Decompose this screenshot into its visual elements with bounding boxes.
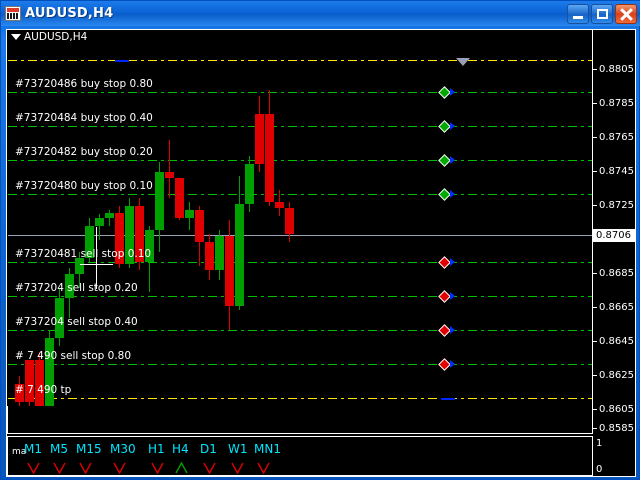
chart-client-area[interactable]: #73720486 0.80 AUDUSD,H4 #73720486 buy s… bbox=[6, 29, 636, 477]
order-direction-arrow-icon bbox=[450, 326, 455, 334]
timeframe-label-h1[interactable]: H1 bbox=[148, 442, 165, 456]
order-direction-arrow-icon bbox=[450, 122, 455, 130]
order-label: #73720481 sell stop 0.10 bbox=[15, 248, 152, 260]
indicator-name-label: ma bbox=[12, 447, 27, 457]
price-tick: 0.8725 bbox=[593, 201, 634, 211]
minimize-button[interactable] bbox=[567, 3, 589, 24]
chart-symbol-header: AUDUSD,H4 bbox=[11, 32, 87, 43]
order-direction-arrow-icon bbox=[450, 360, 455, 368]
sell-arrow-marker[interactable] bbox=[456, 58, 470, 66]
order-label: #73720480 buy stop 0.10 bbox=[15, 180, 153, 192]
order-label: # 7 490 sell stop 0.80 bbox=[15, 350, 132, 362]
order-label: #737204 sell stop 0.40 bbox=[15, 316, 138, 328]
timeframe-label-w1[interactable]: W1 bbox=[228, 442, 248, 456]
order-label: #73720486 buy stop 0.80 bbox=[15, 78, 153, 90]
order-direction-arrow-icon bbox=[450, 88, 455, 96]
take-profit-line[interactable] bbox=[8, 60, 592, 61]
level-blue-segment bbox=[115, 60, 129, 62]
buy-order-diamond-icon[interactable] bbox=[438, 188, 451, 201]
order-label: #73720482 buy stop 0.20 bbox=[15, 146, 153, 158]
price-tick: 0.8645 bbox=[593, 337, 634, 347]
price-tick: 0.8585 bbox=[593, 424, 634, 434]
price-tick: 0.8805 bbox=[593, 65, 634, 75]
timeframe-label-m1[interactable]: M1 bbox=[24, 442, 42, 456]
order-label: #73720484 buy stop 0.40 bbox=[15, 112, 153, 124]
order-direction-arrow-icon bbox=[450, 292, 455, 300]
price-tick: 0.8745 bbox=[593, 167, 634, 177]
chart-icon bbox=[5, 6, 21, 21]
arrow-down-icon bbox=[113, 459, 126, 475]
arrow-down-icon bbox=[27, 459, 40, 475]
sell-order-diamond-icon[interactable] bbox=[438, 324, 451, 337]
price-tick: 0.8665 bbox=[593, 303, 634, 313]
timeframe-label-m30[interactable]: M30 bbox=[110, 442, 136, 456]
timeframe-label-m5[interactable]: M5 bbox=[50, 442, 68, 456]
arrow-down-icon bbox=[231, 459, 244, 475]
price-tick: 0.8625 bbox=[593, 371, 634, 381]
sell-order-diamond-icon[interactable] bbox=[438, 256, 451, 269]
title-bar[interactable]: AUDUSD,H4 bbox=[1, 1, 640, 26]
current-price-line bbox=[8, 235, 592, 236]
window-controls bbox=[567, 3, 637, 24]
pending-order-line[interactable] bbox=[8, 160, 592, 161]
buy-order-diamond-icon[interactable] bbox=[438, 86, 451, 99]
maximize-button[interactable] bbox=[591, 3, 613, 24]
price-tick: 0.8765 bbox=[593, 133, 634, 143]
arrow-down-icon bbox=[257, 459, 270, 475]
order-label: # 7 490 tp bbox=[15, 384, 72, 396]
price-tick: 0.8685 bbox=[593, 269, 634, 279]
indicator-pane[interactable]: ma M1 M5 M15 M30 H1 H4 D1 W1 MN1 bbox=[7, 436, 593, 476]
close-button[interactable] bbox=[615, 3, 637, 24]
current-price-label: 0.8706 bbox=[593, 229, 635, 242]
pending-order-line[interactable] bbox=[8, 262, 592, 263]
order-direction-arrow-icon bbox=[450, 156, 455, 164]
price-axis[interactable]: 0.8805 0.8785 0.8765 0.8745 0.8725 0.8685 0.86… bbox=[592, 30, 635, 434]
crosshair-horizontal bbox=[80, 264, 113, 265]
take-profit-line[interactable] bbox=[8, 398, 592, 399]
indicator-scale-high: 1 bbox=[596, 438, 603, 449]
buy-order-diamond-icon[interactable] bbox=[438, 154, 451, 167]
order-direction-arrow-icon bbox=[450, 190, 455, 198]
window-title: AUDUSD,H4 bbox=[25, 6, 114, 21]
order-direction-arrow-icon bbox=[450, 258, 455, 266]
level-blue-segment bbox=[441, 398, 455, 400]
chevron-down-icon[interactable] bbox=[11, 34, 21, 40]
pending-order-line[interactable] bbox=[8, 296, 592, 297]
sell-order-diamond-icon[interactable] bbox=[438, 358, 451, 371]
pending-order-line[interactable] bbox=[8, 126, 592, 127]
pending-order-line[interactable] bbox=[8, 330, 592, 331]
buy-order-diamond-icon[interactable] bbox=[438, 120, 451, 133]
pending-order-line[interactable] bbox=[8, 92, 592, 93]
price-tick: 0.8785 bbox=[593, 99, 634, 109]
timeframe-label-mn1[interactable]: MN1 bbox=[254, 442, 281, 456]
arrow-down-icon bbox=[151, 459, 164, 475]
timeframe-label-d1[interactable]: D1 bbox=[200, 442, 217, 456]
crosshair-vertical bbox=[96, 227, 97, 289]
arrow-up-icon bbox=[175, 459, 188, 474]
pending-order-line[interactable] bbox=[8, 364, 592, 365]
chart-symbol-label: AUDUSD,H4 bbox=[24, 31, 88, 43]
arrow-down-icon bbox=[53, 459, 66, 475]
arrow-down-icon bbox=[79, 459, 92, 475]
indicator-axis: 1 0 bbox=[592, 436, 635, 476]
order-label: #737204 sell stop 0.20 bbox=[15, 282, 138, 294]
chart-plot-area[interactable]: #73720486 0.80 AUDUSD,H4 #73720486 buy s… bbox=[7, 30, 635, 406]
indicator-scale-low: 0 bbox=[596, 464, 603, 475]
pending-order-line[interactable] bbox=[8, 194, 592, 195]
arrow-down-icon bbox=[203, 459, 216, 475]
timeframe-label-m15[interactable]: M15 bbox=[76, 442, 102, 456]
timeframe-label-h4[interactable]: H4 bbox=[172, 442, 189, 456]
price-tick: 0.8605 bbox=[593, 405, 634, 415]
sell-order-diamond-icon[interactable] bbox=[438, 290, 451, 303]
